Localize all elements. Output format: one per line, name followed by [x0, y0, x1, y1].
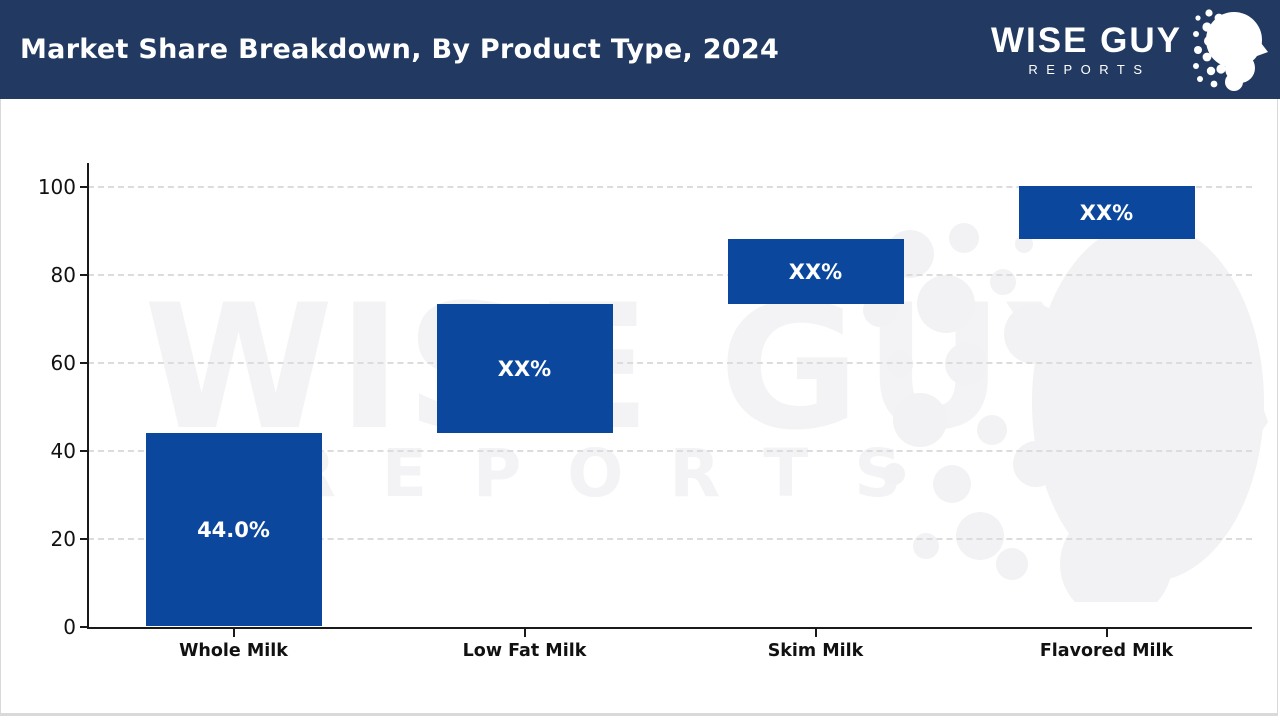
- x-axis-spine: [87, 626, 1252, 629]
- y-tick-label-100: 100: [37, 175, 76, 200]
- logo-face-icon: [1193, 8, 1268, 91]
- x-tick-mark-flavored-milk: [1105, 629, 1108, 637]
- y-tick-label-60: 60: [50, 350, 76, 375]
- y-tick-label-80: 80: [50, 263, 76, 288]
- gridline-20: [88, 537, 1252, 540]
- x-tick-mark-skim-milk: [814, 629, 817, 637]
- logo-text: WISE GUY REPORTS: [991, 23, 1182, 77]
- y-axis-spine: [87, 163, 89, 629]
- y-tick-label-0: 0: [63, 614, 76, 639]
- gridline-60: [88, 361, 1252, 364]
- wise-guy-logo: WISE GUY REPORTS: [991, 6, 1270, 94]
- logo-wordmark: WISE GUY: [990, 20, 1182, 60]
- bar-flavored-milk: XX%: [1018, 185, 1195, 240]
- gridline-40: [88, 449, 1252, 452]
- bar-low-fat-milk: XX%: [436, 304, 613, 434]
- bar-value-label: 44.0%: [197, 517, 270, 542]
- category-label-whole-milk: Whole Milk: [179, 640, 288, 661]
- category-label-low-fat-milk: Low Fat Milk: [462, 640, 587, 661]
- y-tick-mark-80: [80, 274, 88, 277]
- x-tick-mark-whole-milk: [232, 629, 235, 637]
- page-title: Market Share Breakdown, By Product Type,…: [20, 34, 780, 65]
- gridline-100: [88, 186, 1252, 189]
- category-label-skim-milk: Skim Milk: [767, 640, 864, 661]
- gridline-80: [88, 274, 1252, 277]
- category-label-flavored-milk: Flavored Milk: [1039, 640, 1174, 661]
- x-tick-mark-low-fat-milk: [523, 629, 526, 637]
- y-tick-mark-40: [80, 449, 88, 452]
- y-tick-mark-100: [80, 186, 88, 189]
- bar-whole-milk: 44.0%: [145, 433, 322, 627]
- y-tick-label-40: 40: [50, 438, 76, 463]
- y-tick-mark-0: [80, 625, 88, 628]
- watermark-face-icon: [863, 222, 1268, 602]
- logo-subtitle: REPORTS: [1028, 61, 1151, 77]
- bar-value-label: XX%: [1079, 200, 1134, 225]
- bar-value-label: XX%: [788, 259, 843, 284]
- header: Market Share Breakdown, By Product Type,…: [0, 0, 1280, 99]
- y-tick-mark-60: [80, 361, 88, 364]
- bar-value-label: XX%: [497, 356, 552, 381]
- y-tick-label-20: 20: [50, 526, 76, 551]
- y-tick-mark-20: [80, 537, 88, 540]
- bar-skim-milk: XX%: [727, 239, 904, 305]
